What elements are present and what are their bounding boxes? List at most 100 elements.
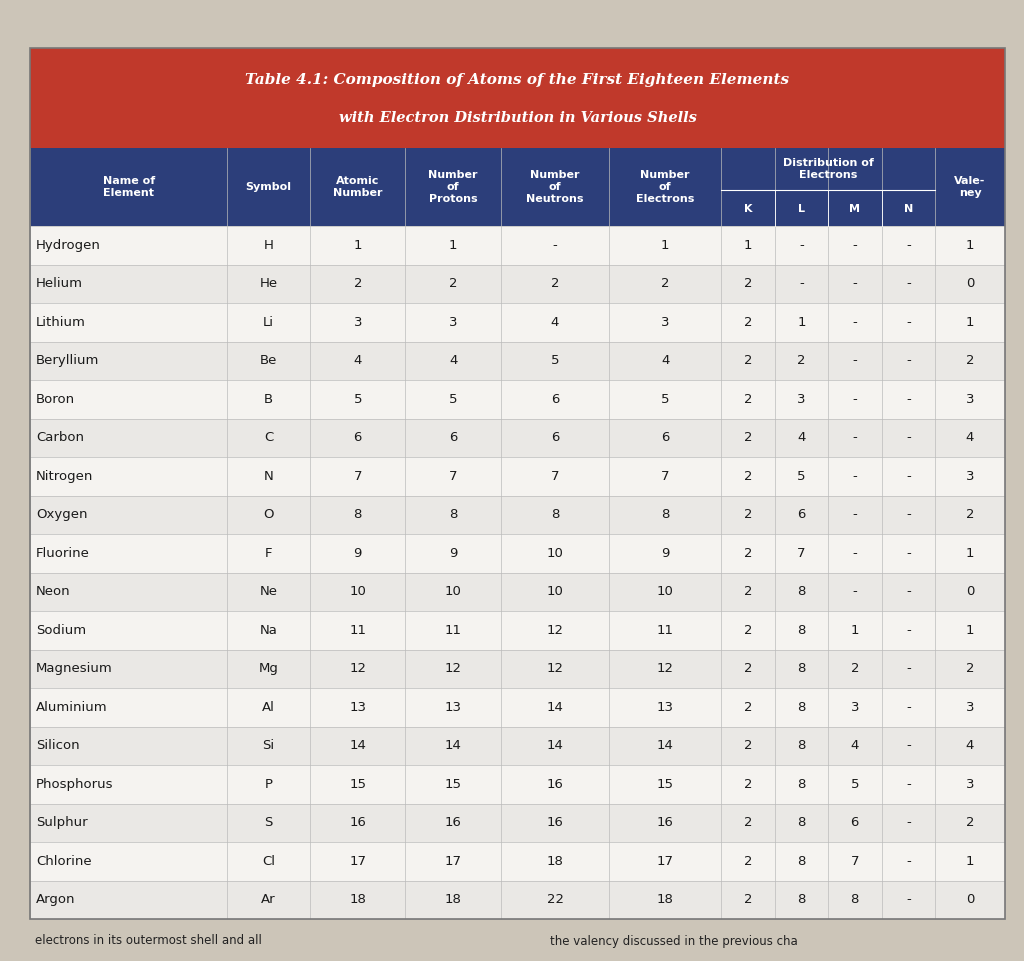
Text: 1: 1 [966,624,974,637]
Text: -: - [906,701,910,714]
Text: 2: 2 [660,278,670,290]
Text: -: - [906,854,910,868]
Text: Aluminium: Aluminium [36,701,108,714]
Text: 5: 5 [449,393,458,406]
Text: 9: 9 [660,547,670,559]
Text: 5: 5 [851,777,859,791]
Text: Be: Be [260,355,278,367]
Text: Si: Si [262,739,274,752]
Text: 16: 16 [547,816,563,829]
Text: 11: 11 [656,624,674,637]
Text: F: F [265,547,272,559]
Text: 4: 4 [966,431,974,444]
Text: 16: 16 [547,777,563,791]
Polygon shape [30,880,1005,919]
Text: Lithium: Lithium [36,316,86,329]
Text: -: - [852,508,857,521]
Text: 3: 3 [353,316,362,329]
Text: 9: 9 [450,547,458,559]
Text: 2: 2 [743,547,753,559]
Text: Hydrogen: Hydrogen [36,238,101,252]
Text: L: L [798,204,805,214]
Text: 1: 1 [966,854,974,868]
Text: 6: 6 [660,431,670,444]
Text: 8: 8 [851,894,859,906]
Text: 2: 2 [743,393,753,406]
Text: 4: 4 [353,355,361,367]
Text: -: - [906,278,910,290]
Text: -: - [906,393,910,406]
Text: 14: 14 [444,739,462,752]
Text: 14: 14 [656,739,674,752]
Text: Na: Na [260,624,278,637]
Text: 2: 2 [743,355,753,367]
Text: 10: 10 [656,585,674,599]
Text: 2: 2 [743,854,753,868]
Text: P: P [264,777,272,791]
Text: 18: 18 [349,894,367,906]
Polygon shape [30,803,1005,842]
Text: -: - [906,470,910,482]
Text: -: - [852,316,857,329]
Text: H: H [264,238,273,252]
Text: 15: 15 [444,777,462,791]
Text: 2: 2 [743,585,753,599]
Text: 2: 2 [353,278,362,290]
Text: Magnesium: Magnesium [36,662,113,676]
Text: -: - [906,624,910,637]
Text: 2: 2 [743,777,753,791]
Text: 11: 11 [349,624,367,637]
Text: -: - [906,508,910,521]
Text: 1: 1 [966,547,974,559]
Polygon shape [30,534,1005,573]
Text: 4: 4 [660,355,670,367]
Text: K: K [743,204,753,214]
Text: with Electron Distribution in Various Shells: with Electron Distribution in Various Sh… [339,111,696,125]
Text: 8: 8 [797,624,806,637]
Text: 6: 6 [551,393,559,406]
Text: 13: 13 [656,701,674,714]
Text: 22: 22 [547,894,563,906]
Text: -: - [906,777,910,791]
Text: Mg: Mg [259,662,279,676]
Text: 3: 3 [660,316,670,329]
Text: 1: 1 [851,624,859,637]
Text: 3: 3 [449,316,458,329]
Text: 5: 5 [551,355,559,367]
Text: 11: 11 [444,624,462,637]
Text: 17: 17 [444,854,462,868]
Text: 3: 3 [966,777,974,791]
Polygon shape [30,48,1005,148]
Text: Neon: Neon [36,585,71,599]
Text: -: - [852,355,857,367]
Text: 7: 7 [449,470,458,482]
Text: 2: 2 [743,816,753,829]
Text: 13: 13 [349,701,367,714]
Text: 14: 14 [547,701,563,714]
Polygon shape [30,842,1005,880]
Text: 7: 7 [551,470,559,482]
Text: Al: Al [262,701,275,714]
Polygon shape [30,264,1005,303]
Text: 3: 3 [966,701,974,714]
Text: Fluorine: Fluorine [36,547,90,559]
Text: the valency discussed in the previous cha: the valency discussed in the previous ch… [550,934,798,948]
Text: 15: 15 [349,777,367,791]
Polygon shape [30,418,1005,457]
Text: He: He [260,278,278,290]
Text: 16: 16 [444,816,462,829]
Polygon shape [30,457,1005,496]
Text: 2: 2 [851,662,859,676]
Text: 8: 8 [797,894,806,906]
Text: Sulphur: Sulphur [36,816,88,829]
Text: -: - [852,547,857,559]
Text: 8: 8 [797,816,806,829]
Text: 2: 2 [966,662,974,676]
Text: C: C [264,431,273,444]
Text: 16: 16 [349,816,367,829]
Text: -: - [852,431,857,444]
Text: Argon: Argon [36,894,76,906]
Text: Nitrogen: Nitrogen [36,470,93,482]
Text: 2: 2 [743,894,753,906]
Text: 12: 12 [547,662,563,676]
